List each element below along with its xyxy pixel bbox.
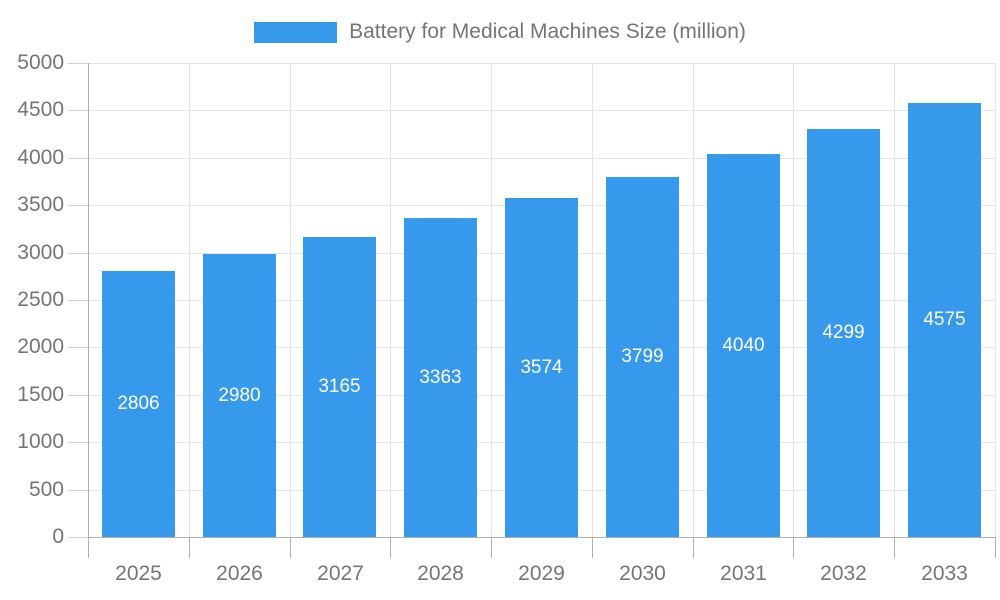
x-tick bbox=[592, 537, 593, 558]
legend-label: Battery for Medical Machines Size (milli… bbox=[349, 20, 746, 43]
x-gridline bbox=[189, 63, 190, 537]
bar[interactable] bbox=[606, 177, 679, 537]
y-tick-label: 5000 bbox=[17, 51, 64, 74]
y-tick-label: 3000 bbox=[17, 241, 64, 264]
y-tick bbox=[68, 300, 88, 301]
y-tick bbox=[68, 63, 88, 64]
x-gridline bbox=[491, 63, 492, 537]
y-tick-label: 2000 bbox=[17, 335, 64, 358]
bar[interactable] bbox=[505, 198, 578, 537]
x-gridline bbox=[995, 63, 996, 537]
x-tick-label: 2032 bbox=[820, 562, 867, 585]
x-tick bbox=[894, 537, 895, 558]
y-axis-line bbox=[88, 63, 89, 558]
y-gridline bbox=[88, 63, 995, 64]
x-tick bbox=[390, 537, 391, 558]
x-tick-label: 2026 bbox=[216, 562, 263, 585]
bar-value-label: 3799 bbox=[621, 346, 664, 367]
x-tick-label: 2029 bbox=[518, 562, 565, 585]
y-tick bbox=[68, 253, 88, 254]
bar-value-label: 4575 bbox=[923, 309, 966, 330]
y-tick bbox=[68, 490, 88, 491]
bar-value-label: 2980 bbox=[218, 385, 261, 406]
y-tick bbox=[68, 347, 88, 348]
bar[interactable] bbox=[707, 154, 780, 537]
y-tick-label: 1000 bbox=[17, 430, 64, 453]
x-gridline bbox=[290, 63, 291, 537]
x-tick bbox=[693, 537, 694, 558]
y-tick bbox=[68, 158, 88, 159]
y-tick-label: 2500 bbox=[17, 288, 64, 311]
legend[interactable]: Battery for Medical Machines Size (milli… bbox=[0, 20, 1000, 44]
y-gridline bbox=[88, 158, 995, 159]
y-gridline bbox=[88, 110, 995, 111]
y-tick-label: 4500 bbox=[17, 98, 64, 121]
y-tick-label: 4000 bbox=[17, 146, 64, 169]
bar[interactable] bbox=[908, 103, 981, 537]
bar-value-label: 4040 bbox=[722, 335, 765, 356]
y-tick-label: 500 bbox=[28, 478, 64, 501]
x-tick bbox=[189, 537, 190, 558]
x-gridline bbox=[793, 63, 794, 537]
x-tick-label: 2031 bbox=[720, 562, 767, 585]
bar-value-label: 2806 bbox=[117, 393, 160, 414]
x-gridline bbox=[894, 63, 895, 537]
x-gridline bbox=[592, 63, 593, 537]
y-tick bbox=[68, 110, 88, 111]
x-axis-line bbox=[88, 537, 995, 538]
x-tick-label: 2033 bbox=[921, 562, 968, 585]
y-tick-label: 3500 bbox=[17, 193, 64, 216]
bar-value-label: 3574 bbox=[520, 357, 563, 378]
bar-value-label: 3165 bbox=[318, 376, 361, 397]
x-tick bbox=[491, 537, 492, 558]
y-tick bbox=[68, 537, 88, 538]
y-tick bbox=[68, 442, 88, 443]
x-gridline bbox=[390, 63, 391, 537]
bar-value-label: 3363 bbox=[419, 367, 462, 388]
bar[interactable] bbox=[203, 254, 276, 537]
x-tick-label: 2030 bbox=[619, 562, 666, 585]
x-tick bbox=[995, 537, 996, 558]
bar[interactable] bbox=[807, 129, 880, 537]
x-gridline bbox=[693, 63, 694, 537]
bar[interactable] bbox=[303, 237, 376, 537]
y-tick-label: 0 bbox=[52, 525, 64, 548]
x-tick bbox=[793, 537, 794, 558]
bar[interactable] bbox=[102, 271, 175, 537]
x-tick-label: 2027 bbox=[317, 562, 364, 585]
bar[interactable] bbox=[404, 218, 477, 537]
x-tick bbox=[290, 537, 291, 558]
y-tick bbox=[68, 395, 88, 396]
bar-value-label: 4299 bbox=[822, 322, 865, 343]
y-tick bbox=[68, 205, 88, 206]
y-tick-label: 1500 bbox=[17, 383, 64, 406]
legend-swatch bbox=[254, 21, 338, 43]
x-tick-label: 2028 bbox=[417, 562, 464, 585]
x-tick-label: 2025 bbox=[115, 562, 162, 585]
